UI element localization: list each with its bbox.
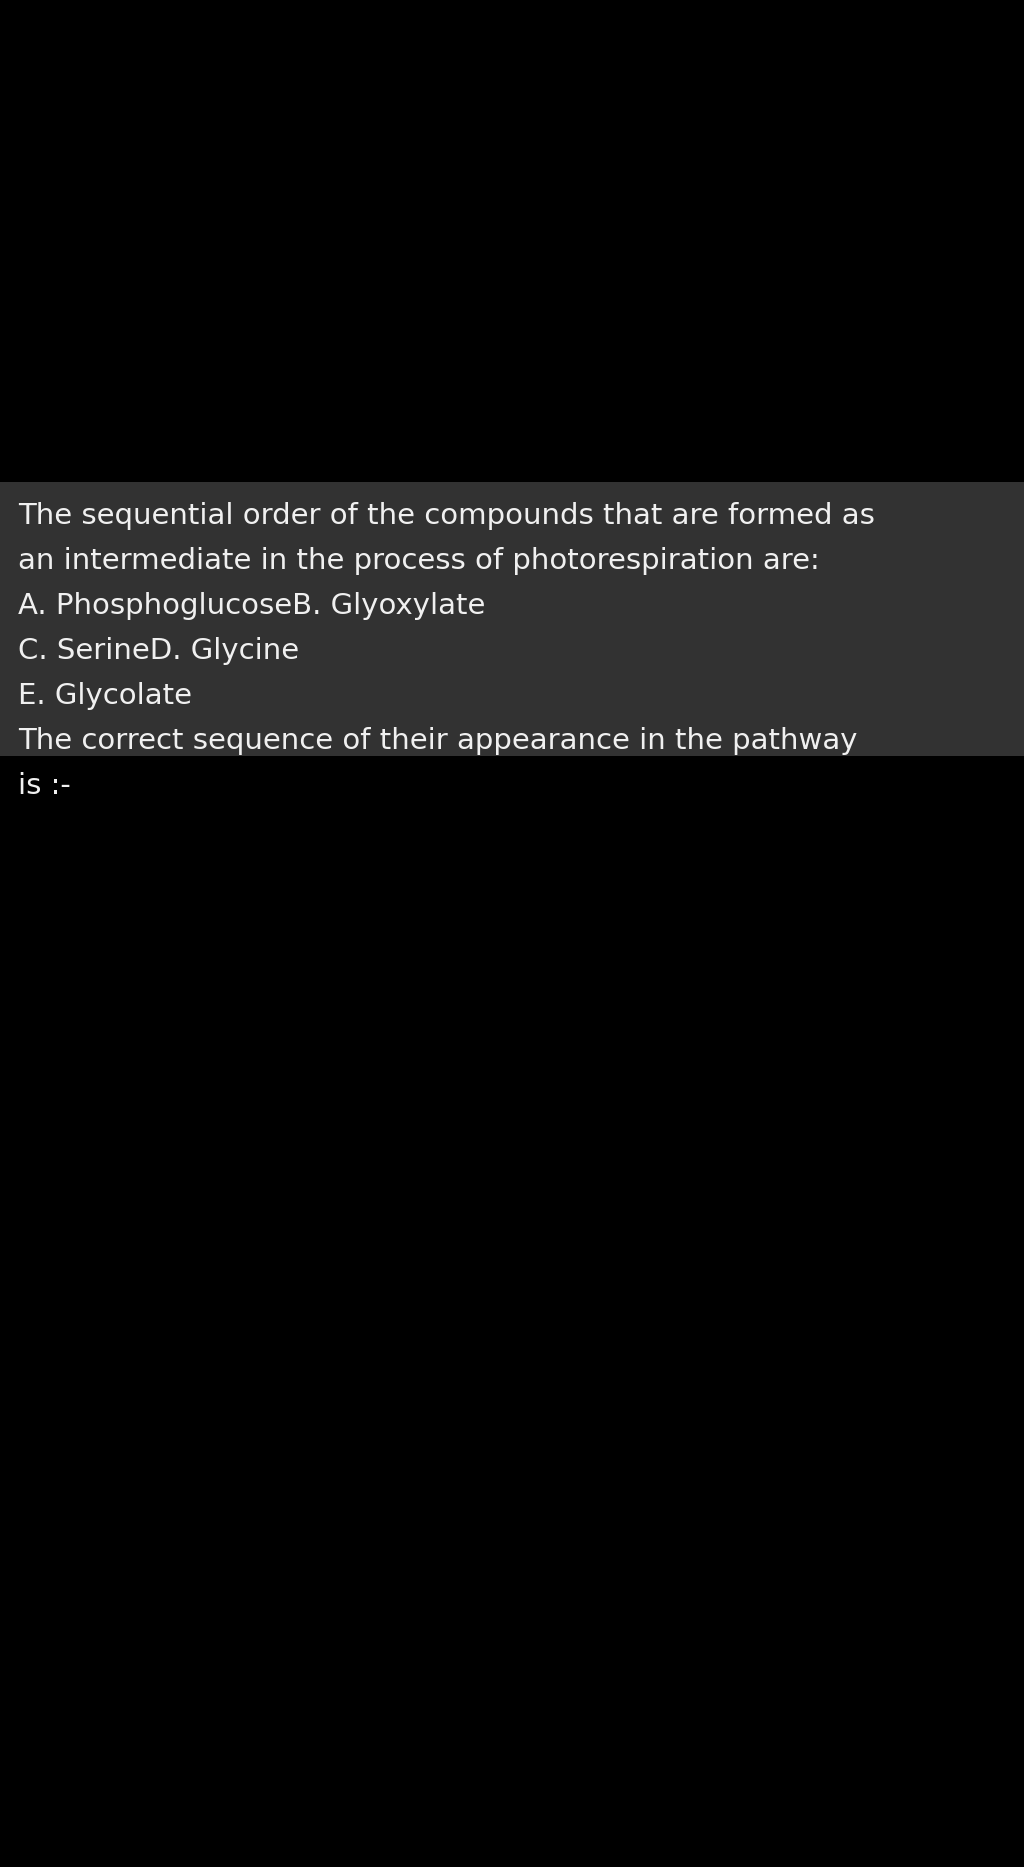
Text: The correct sequence of their appearance in the pathway: The correct sequence of their appearance… xyxy=(18,726,857,754)
Text: E. Glycolate: E. Glycolate xyxy=(18,681,193,709)
Text: C. SerineD. Glycine: C. SerineD. Glycine xyxy=(18,637,299,665)
Text: A. PhosphoglucoseB. Glyoxylate: A. PhosphoglucoseB. Glyoxylate xyxy=(18,592,485,620)
Bar xyxy=(0,482,1024,756)
Text: is :-: is :- xyxy=(18,771,71,799)
Text: The sequential order of the compounds that are formed as: The sequential order of the compounds th… xyxy=(18,502,874,530)
Text: an intermediate in the process of photorespiration are:: an intermediate in the process of photor… xyxy=(18,547,820,575)
